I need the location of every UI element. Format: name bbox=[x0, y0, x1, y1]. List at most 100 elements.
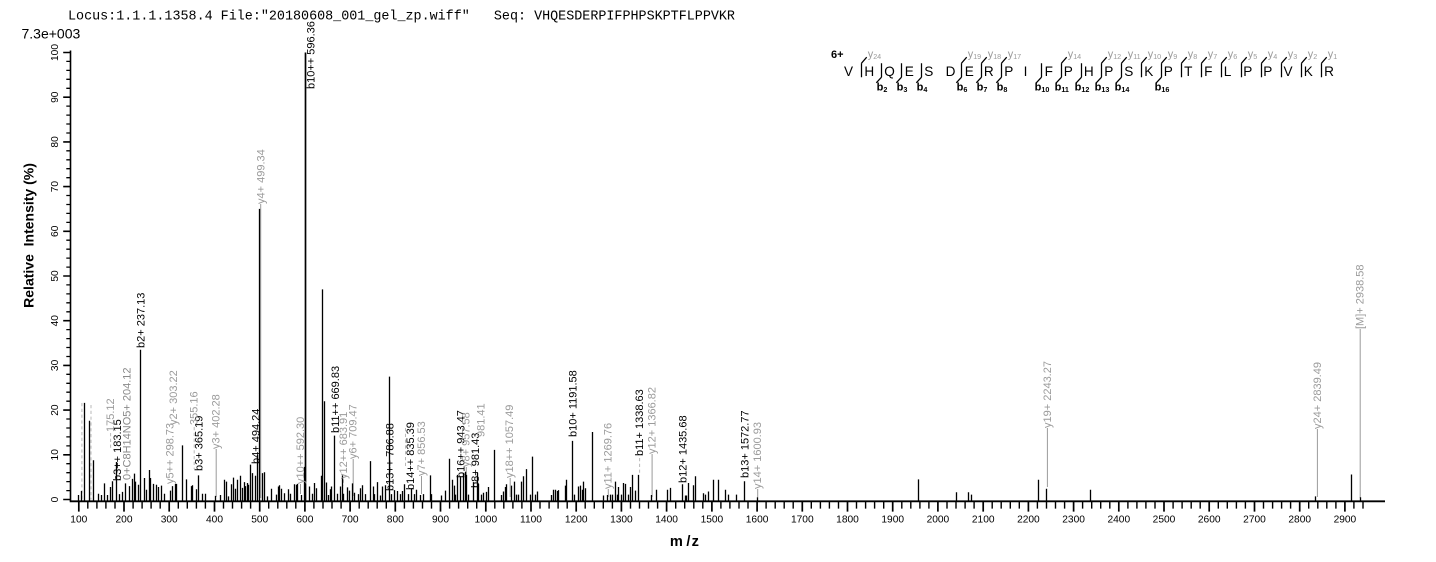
svg-text:b13++ 786.88: b13++ 786.88 bbox=[385, 423, 397, 491]
svg-text:y6: y6 bbox=[1228, 49, 1238, 62]
svg-text:600: 600 bbox=[296, 515, 313, 526]
svg-text:400: 400 bbox=[206, 515, 223, 526]
svg-text:500: 500 bbox=[251, 515, 268, 526]
svg-text:y12: y12 bbox=[1108, 49, 1122, 62]
svg-text:900: 900 bbox=[432, 515, 449, 526]
svg-text:981.41: 981.41 bbox=[476, 403, 488, 437]
svg-text:1200: 1200 bbox=[565, 515, 588, 526]
svg-text:y18++ 1057.49: y18++ 1057.49 bbox=[504, 405, 516, 478]
svg-text:b2+ 237.13: b2+ 237.13 bbox=[136, 293, 148, 348]
svg-text:1100: 1100 bbox=[520, 515, 542, 526]
svg-text:E: E bbox=[965, 64, 974, 79]
svg-text:2600: 2600 bbox=[1198, 515, 1221, 526]
svg-text:b12+ 1435.68: b12+ 1435.68 bbox=[678, 415, 690, 483]
svg-text:y8: y8 bbox=[1188, 49, 1198, 62]
svg-text:y7+ 856.53: y7+ 856.53 bbox=[416, 421, 428, 476]
svg-text:K: K bbox=[1144, 64, 1153, 79]
svg-text:y8+ 957.58: y8+ 957.58 bbox=[461, 412, 473, 467]
svg-text:90: 90 bbox=[50, 91, 61, 103]
svg-text:b8: b8 bbox=[997, 81, 1008, 94]
svg-text:S: S bbox=[924, 64, 933, 79]
svg-text:L: L bbox=[1224, 64, 1232, 79]
svg-text:y3+ 402.28: y3+ 402.28 bbox=[210, 394, 222, 449]
svg-text:b11++ 669.83: b11++ 669.83 bbox=[330, 366, 342, 433]
svg-text:V: V bbox=[1283, 64, 1292, 79]
svg-text:80: 80 bbox=[50, 136, 61, 148]
svg-text:2000: 2000 bbox=[927, 515, 950, 526]
svg-text:700: 700 bbox=[342, 515, 359, 526]
svg-text:7.3e+003: 7.3e+003 bbox=[22, 26, 81, 42]
svg-text:1900: 1900 bbox=[881, 515, 904, 526]
svg-text:b4: b4 bbox=[917, 81, 928, 94]
svg-text:100: 100 bbox=[50, 44, 61, 61]
svg-text:b14: b14 bbox=[1115, 81, 1130, 94]
svg-text:60: 60 bbox=[50, 225, 61, 237]
svg-text:V: V bbox=[844, 64, 853, 79]
svg-text:P: P bbox=[1064, 64, 1073, 79]
svg-text:P: P bbox=[1263, 64, 1272, 79]
svg-text:y3: y3 bbox=[1288, 49, 1298, 62]
svg-text:20: 20 bbox=[50, 404, 61, 416]
svg-text:Q: Q bbox=[884, 64, 895, 79]
svg-text:1600: 1600 bbox=[746, 515, 769, 526]
svg-text:2700: 2700 bbox=[1243, 515, 1266, 526]
svg-text:y10++ 592.30: y10++ 592.30 bbox=[295, 417, 307, 484]
svg-text:R: R bbox=[1324, 64, 1334, 79]
svg-text:P: P bbox=[1164, 64, 1173, 79]
svg-text:y2+ 303.22: y2+ 303.22 bbox=[168, 370, 180, 425]
svg-text:b14++ 835.39: b14++ 835.39 bbox=[405, 422, 417, 490]
svg-text:Relative Intensity (%): Relative Intensity (%) bbox=[21, 163, 37, 308]
svg-text:2500: 2500 bbox=[1153, 515, 1176, 526]
svg-text:y11+ 1269.76: y11+ 1269.76 bbox=[603, 423, 615, 489]
svg-text:6+: 6+ bbox=[831, 49, 844, 61]
svg-text:y14: y14 bbox=[1068, 49, 1082, 62]
svg-text:S: S bbox=[1124, 64, 1133, 79]
svg-text:b4+ 494.24: b4+ 494.24 bbox=[251, 409, 263, 464]
svg-text:H: H bbox=[864, 64, 874, 79]
svg-text:2800: 2800 bbox=[1288, 515, 1311, 526]
svg-text:R: R bbox=[984, 64, 994, 79]
svg-text:y12+ 1366.82: y12+ 1366.82 bbox=[647, 387, 659, 454]
svg-text:b11+ 1338.63: b11+ 1338.63 bbox=[634, 389, 646, 456]
svg-text:y6+ 709.47: y6+ 709.47 bbox=[348, 404, 360, 459]
svg-text:100: 100 bbox=[70, 515, 87, 526]
svg-text:T: T bbox=[1184, 64, 1192, 79]
svg-text:Locus:1.1.1.1358.4 File:"20180: Locus:1.1.1.1358.4 File:"20180608_001_ge… bbox=[68, 10, 735, 25]
svg-text:b8+ 981.43: b8+ 981.43 bbox=[470, 433, 482, 488]
svg-text:b11: b11 bbox=[1055, 81, 1069, 94]
svg-text:y11: y11 bbox=[1128, 49, 1141, 62]
svg-text:D: D bbox=[946, 64, 956, 79]
svg-text:K: K bbox=[1304, 64, 1313, 79]
svg-text:10: 10 bbox=[50, 449, 61, 461]
svg-text:y10: y10 bbox=[1148, 49, 1162, 62]
svg-text:800: 800 bbox=[387, 515, 404, 526]
svg-text:200: 200 bbox=[116, 515, 133, 526]
svg-text:E: E bbox=[905, 64, 914, 79]
svg-text:1700: 1700 bbox=[791, 515, 814, 526]
svg-text:1300: 1300 bbox=[610, 515, 633, 526]
svg-text:1800: 1800 bbox=[836, 515, 859, 526]
svg-text:y24: y24 bbox=[868, 49, 882, 62]
svg-text:0: 0 bbox=[50, 496, 61, 502]
svg-text:b3: b3 bbox=[897, 81, 908, 94]
svg-text:y7: y7 bbox=[1208, 49, 1218, 62]
svg-text:y14+ 1600.93: y14+ 1600.93 bbox=[752, 422, 764, 489]
svg-text:b10+ 1191.58: b10+ 1191.58 bbox=[567, 370, 579, 437]
svg-text:P: P bbox=[1104, 64, 1113, 79]
svg-text:b16: b16 bbox=[1155, 81, 1170, 94]
svg-text:0+C8H14NO5+ 204.12: 0+C8H14NO5+ 204.12 bbox=[121, 367, 133, 480]
svg-text:b3+ 365.19: b3+ 365.19 bbox=[194, 416, 206, 471]
svg-text:300: 300 bbox=[161, 515, 178, 526]
svg-text:b13: b13 bbox=[1095, 81, 1110, 94]
svg-text:y9: y9 bbox=[1168, 49, 1178, 62]
svg-text:b6: b6 bbox=[957, 81, 968, 94]
svg-text:b2: b2 bbox=[877, 81, 888, 94]
svg-text:y19+ 2243.27: y19+ 2243.27 bbox=[1042, 361, 1054, 428]
svg-text:I: I bbox=[1024, 64, 1028, 79]
svg-text:y4: y4 bbox=[1268, 49, 1278, 62]
svg-text:[M]+ 2938.58: [M]+ 2938.58 bbox=[1355, 264, 1367, 329]
svg-text:1400: 1400 bbox=[655, 515, 678, 526]
svg-text:2300: 2300 bbox=[1062, 515, 1085, 526]
svg-text:y4+ 499.34: y4+ 499.34 bbox=[256, 149, 268, 204]
svg-text:30: 30 bbox=[50, 359, 61, 371]
